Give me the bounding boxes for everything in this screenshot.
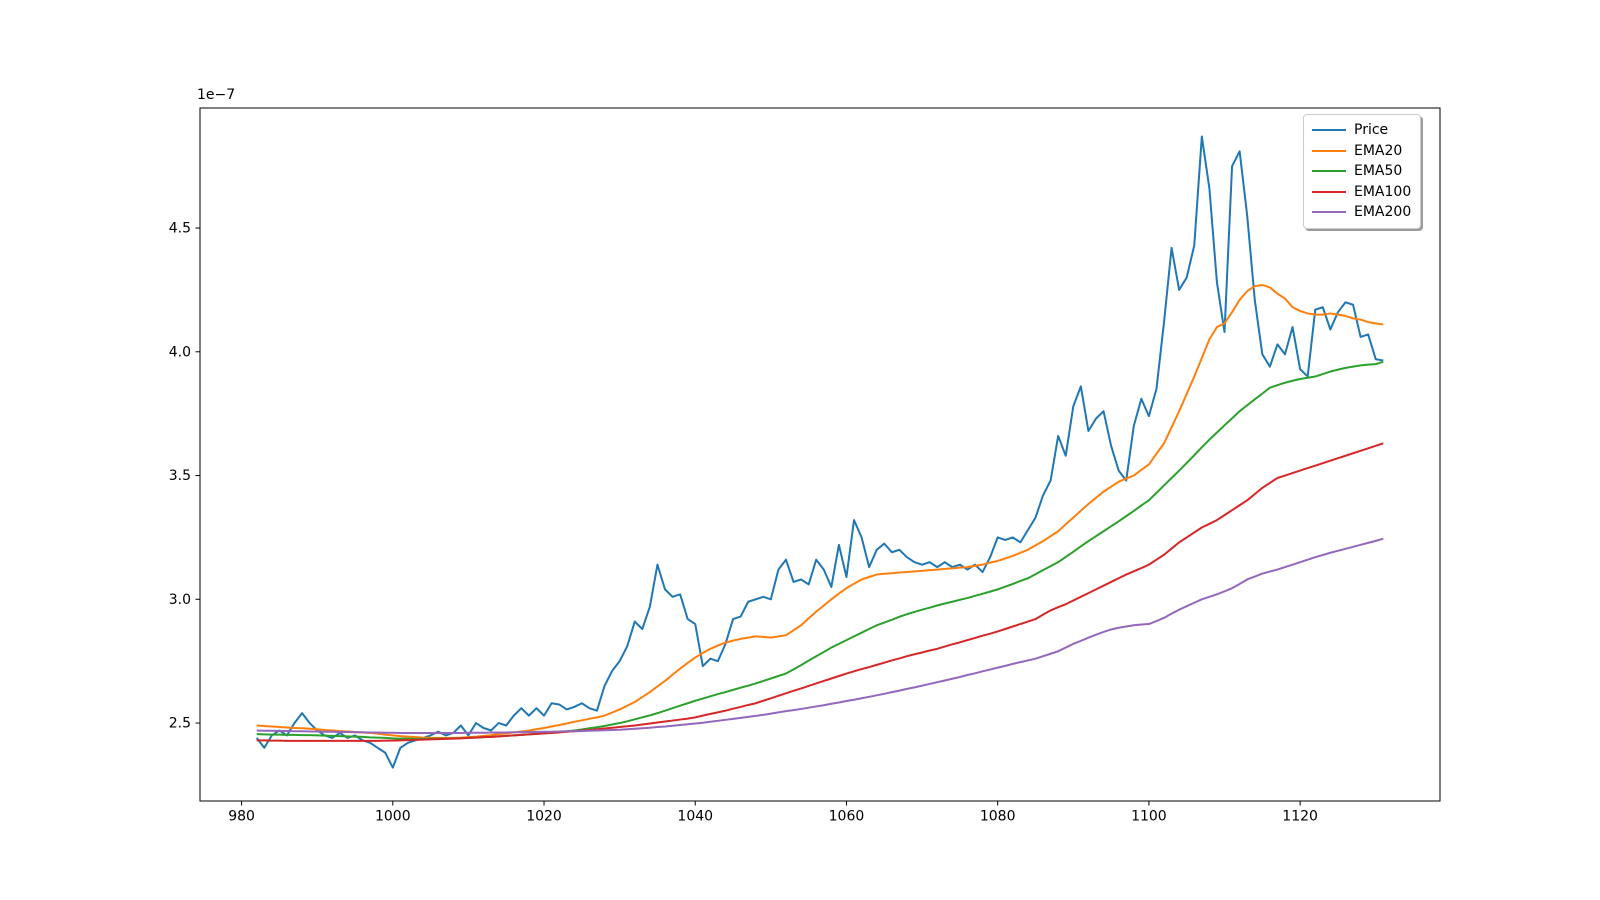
legend-entry-price: Price — [1312, 120, 1411, 141]
legend-label: Price — [1354, 122, 1389, 139]
y-tick-label: 2.5 — [169, 716, 191, 732]
x-tick-label: 1000 — [375, 809, 411, 825]
legend-line-swatch — [1312, 170, 1346, 173]
legend-label: EMA50 — [1354, 163, 1403, 180]
y-tick-label: 4.5 — [169, 221, 191, 237]
y-tick-label: 3.5 — [169, 468, 191, 484]
plot-border — [199, 107, 1441, 802]
legend-line-swatch — [1312, 129, 1346, 132]
legend-entry-ema200: EMA200 — [1312, 202, 1411, 223]
x-tick-label: 1020 — [526, 809, 562, 825]
x-tick-label: 1100 — [1131, 809, 1167, 825]
ema200-line — [256, 537, 1384, 734]
y-tick-label: 3.0 — [169, 592, 191, 608]
x-tick-label: 1040 — [677, 809, 713, 825]
x-tick-label: 1120 — [1282, 809, 1318, 825]
legend-label: EMA100 — [1354, 183, 1412, 200]
x-tick-label: 1080 — [980, 809, 1016, 825]
legend-entry-ema50: EMA50 — [1312, 161, 1411, 182]
legend-line-swatch — [1312, 211, 1346, 214]
legend-label: EMA20 — [1354, 142, 1403, 159]
x-tick-label: 980 — [228, 809, 255, 825]
y-tick-label: 4.0 — [169, 344, 191, 360]
legend-line-swatch — [1312, 149, 1346, 152]
ema100-line — [256, 442, 1384, 742]
x-tick-label: 1060 — [829, 809, 865, 825]
legend-line-swatch — [1312, 190, 1346, 193]
legend-entry-ema100: EMA100 — [1312, 182, 1411, 203]
legend: Price EMA20 EMA50 EMA100 EMA200 — [1303, 114, 1422, 229]
legend-label: EMA200 — [1354, 204, 1412, 221]
price-line — [255, 135, 1384, 769]
ema20-line — [256, 283, 1384, 739]
y-axis-offset-label: 1e−7 — [197, 87, 236, 103]
legend-entry-ema20: EMA20 — [1312, 141, 1411, 162]
